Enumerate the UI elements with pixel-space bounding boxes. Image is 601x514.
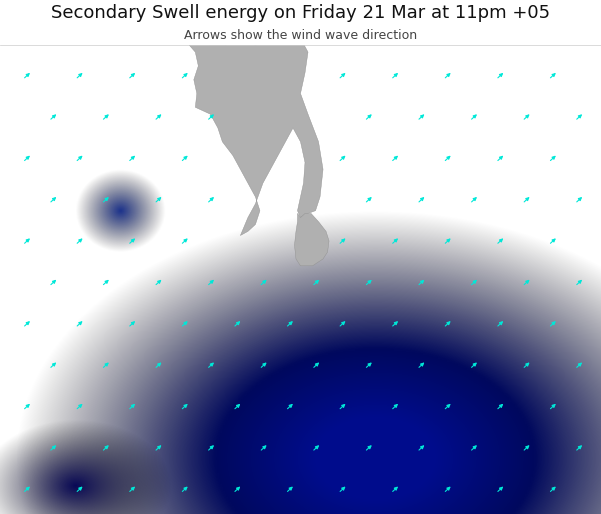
Polygon shape xyxy=(294,213,329,266)
Polygon shape xyxy=(189,34,323,235)
Text: Arrows show the wind wave direction: Arrows show the wind wave direction xyxy=(184,29,417,42)
Text: Secondary Swell energy on Friday 21 Mar at 11pm +05: Secondary Swell energy on Friday 21 Mar … xyxy=(51,4,550,22)
